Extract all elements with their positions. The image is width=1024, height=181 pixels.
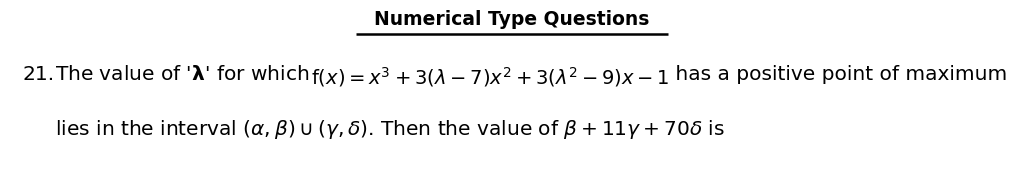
Text: has a positive point of maximum: has a positive point of maximum [670, 65, 1008, 84]
Text: lies in the interval $(\alpha,\beta)\cup(\gamma,\delta)$. Then the value of $\be: lies in the interval $(\alpha,\beta)\cup… [55, 118, 725, 141]
Text: 21.: 21. [22, 65, 54, 84]
Text: The value of '$\mathbf{\lambda}$' for which: The value of '$\mathbf{\lambda}$' for wh… [55, 65, 311, 84]
Text: $\mathrm{f}(x)=x^{3}+3(\lambda-7)x^{2}+3(\lambda^{2}-9)x-1$: $\mathrm{f}(x)=x^{3}+3(\lambda-7)x^{2}+3… [311, 65, 670, 89]
Text: Numerical Type Questions: Numerical Type Questions [375, 10, 649, 29]
